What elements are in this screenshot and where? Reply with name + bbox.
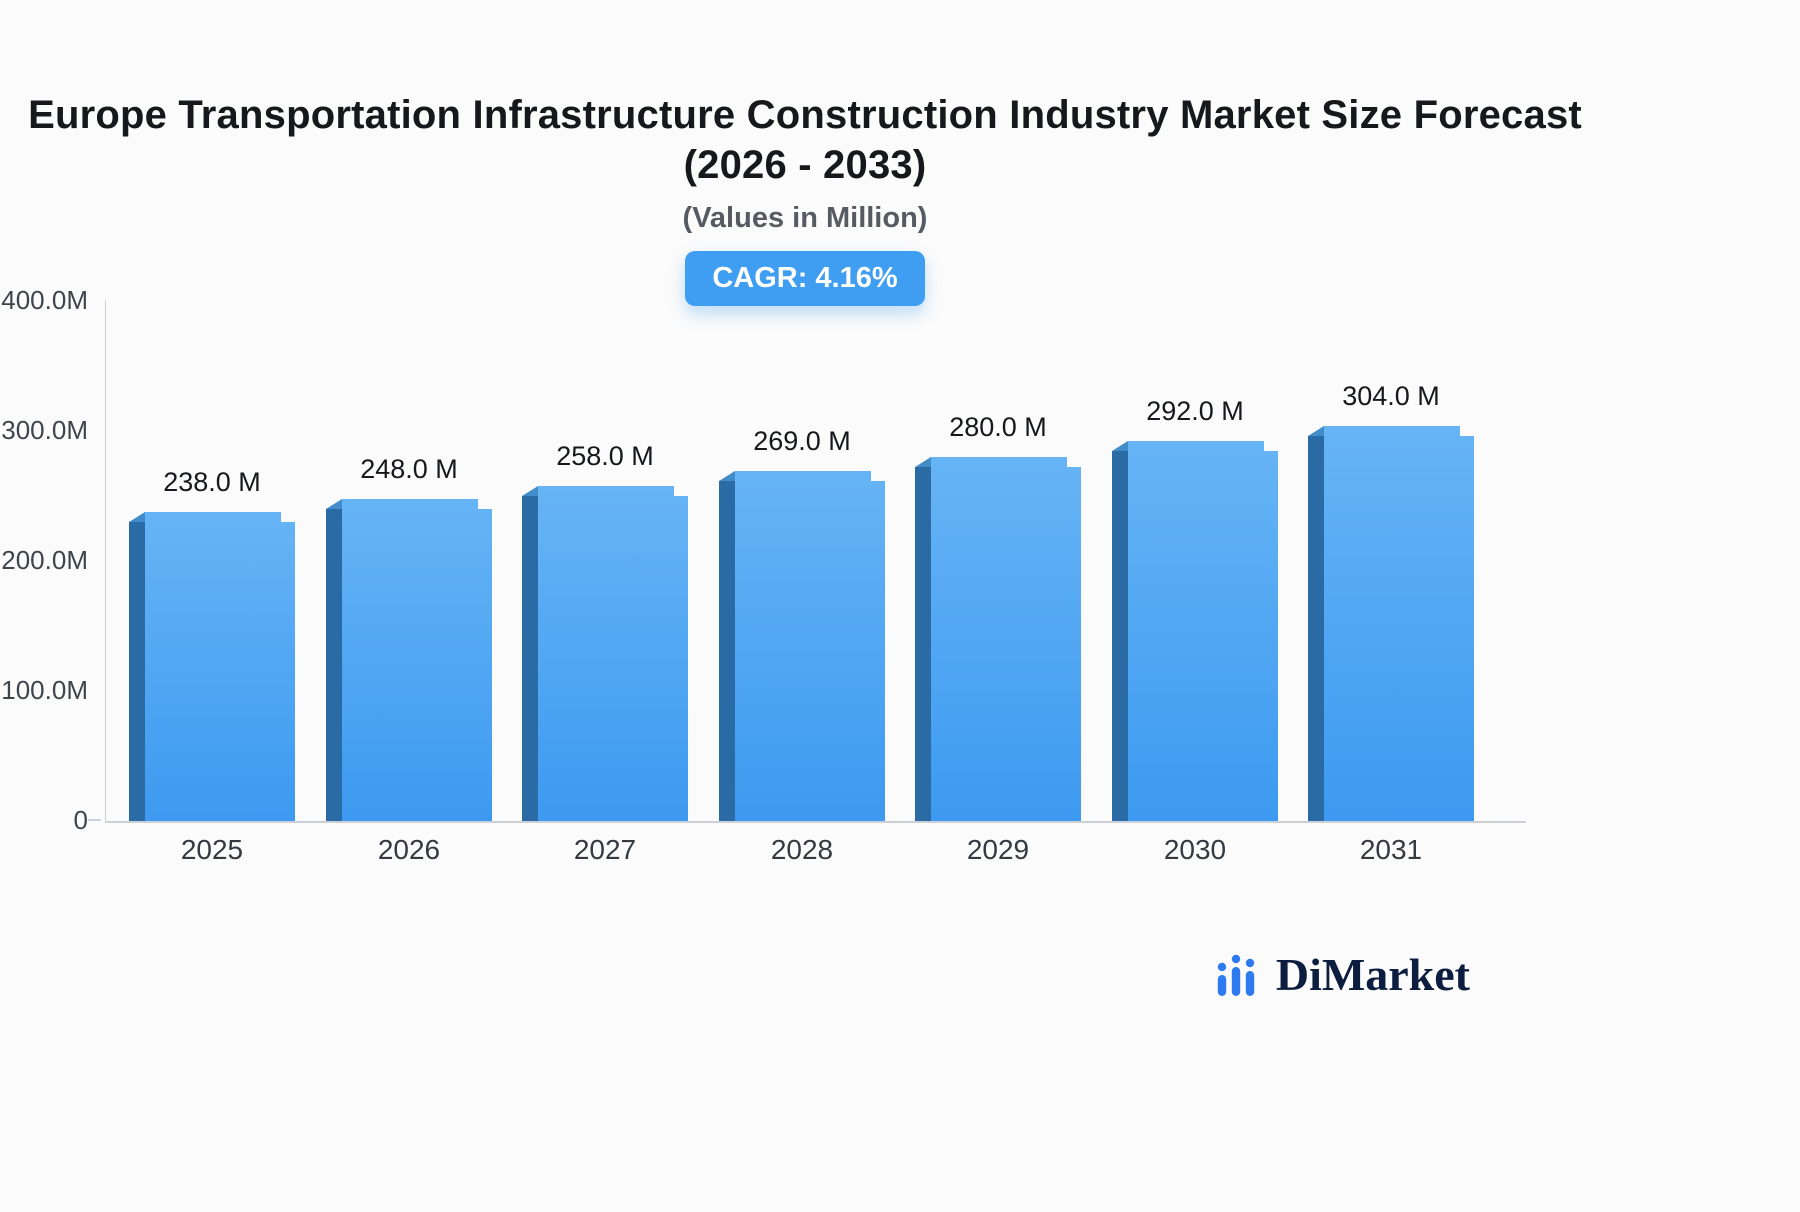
bar[interactable] bbox=[326, 499, 492, 821]
bar-side-face bbox=[1308, 436, 1324, 821]
bar-value-label: 269.0 M bbox=[753, 426, 851, 456]
bar[interactable] bbox=[1308, 426, 1474, 821]
bar-front-face bbox=[342, 499, 492, 821]
bar-side-face bbox=[915, 467, 931, 821]
bar-value-label: 292.0 M bbox=[1146, 396, 1244, 426]
brand-name: DiMarket bbox=[1275, 949, 1470, 1000]
bar-top-face bbox=[326, 499, 342, 509]
y-tick-label: 400.0M bbox=[1, 285, 88, 315]
chart-subtitle: (Values in Million) bbox=[682, 202, 928, 234]
bar[interactable] bbox=[522, 486, 688, 821]
bar-top-face bbox=[915, 457, 931, 467]
bar-top-face bbox=[1112, 441, 1128, 451]
bar-side-face bbox=[129, 522, 145, 821]
bar-top-face bbox=[522, 486, 538, 496]
bar-group: 280.0 M 2029 bbox=[915, 300, 1081, 865]
bar-top-face bbox=[1308, 426, 1324, 436]
x-axis-label: 2028 bbox=[770, 834, 834, 865]
x-axis-label: 2027 bbox=[573, 834, 637, 865]
bar[interactable] bbox=[719, 471, 885, 821]
brand-logo: DiMarket bbox=[1215, 950, 1470, 998]
bar-value-label: 238.0 M bbox=[163, 467, 261, 497]
bar-value-label: 248.0 M bbox=[360, 454, 458, 484]
bar-chart-logo-icon bbox=[1217, 954, 1255, 996]
cagr-badge: CAGR: 4.16% bbox=[685, 251, 925, 306]
bar-front-face bbox=[145, 512, 295, 821]
bar-front-face bbox=[931, 457, 1081, 821]
x-axis-label: 2025 bbox=[180, 834, 244, 865]
y-tick-label: 200.0M bbox=[1, 545, 88, 575]
bar-value-label: 304.0 M bbox=[1342, 381, 1440, 411]
bar[interactable] bbox=[129, 512, 295, 821]
x-axis-label: 2029 bbox=[966, 834, 1030, 865]
bar-side-face bbox=[326, 509, 342, 821]
bar-front-face bbox=[735, 471, 885, 821]
x-axis-label: 2026 bbox=[377, 834, 441, 865]
bar-group: 248.0 M 2026 bbox=[326, 300, 492, 865]
chart-header: Europe Transportation Infrastructure Con… bbox=[0, 90, 1610, 306]
bar-group: 292.0 M 2030 bbox=[1112, 300, 1278, 865]
chart-title-line1: Europe Transportation Infrastructure Con… bbox=[28, 93, 1582, 137]
y-tick-label: 0 bbox=[73, 805, 88, 835]
bar-top-face bbox=[129, 512, 145, 522]
chart-title-line2: (2026 - 2033) bbox=[683, 143, 927, 187]
x-axis-label: 2030 bbox=[1163, 834, 1227, 865]
bar-group: 304.0 M 2031 bbox=[1308, 300, 1474, 865]
bar-side-face bbox=[522, 496, 538, 821]
bar[interactable] bbox=[1112, 441, 1278, 821]
bar-value-label: 258.0 M bbox=[556, 441, 654, 471]
bar-front-face bbox=[538, 486, 688, 821]
bar[interactable] bbox=[915, 457, 1081, 821]
bar-front-face bbox=[1128, 441, 1278, 821]
bar-value-label: 280.0 M bbox=[949, 412, 1047, 442]
bar-group: 258.0 M 2027 bbox=[522, 300, 688, 865]
bar-group: 238.0 M 2025 bbox=[129, 300, 295, 865]
plot-area: 238.0 M 2025 248.0 M 2026 258.0 M 2027 269.0 M… bbox=[105, 300, 1526, 865]
bar-group: 269.0 M 2028 bbox=[719, 300, 885, 865]
y-tick-label: 300.0M bbox=[1, 415, 88, 445]
bar-side-face bbox=[719, 481, 735, 821]
bar-top-face bbox=[719, 471, 735, 481]
y-axis-zero-tick bbox=[88, 819, 101, 821]
bar-front-face bbox=[1324, 426, 1474, 821]
x-axis-label: 2031 bbox=[1359, 834, 1423, 865]
bar-side-face bbox=[1112, 451, 1128, 821]
y-tick-label: 100.0M bbox=[1, 675, 88, 705]
